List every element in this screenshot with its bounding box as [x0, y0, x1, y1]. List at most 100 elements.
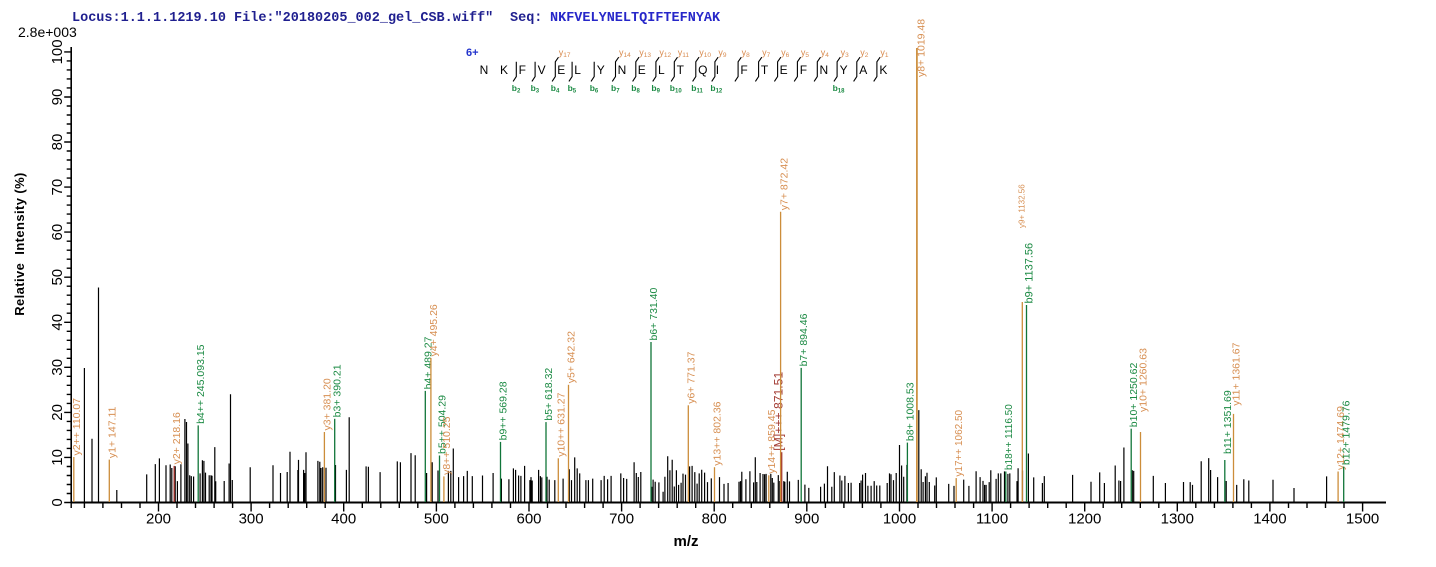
- svg-text:Q: Q: [698, 63, 707, 77]
- svg-text:60: 60: [49, 224, 66, 241]
- svg-text:y7+ 872.42: y7+ 872.42: [779, 158, 791, 210]
- svg-text:y14: y14: [619, 48, 631, 60]
- svg-text:b3+ 390.21: b3+ 390.21: [332, 364, 344, 417]
- svg-text:10: 10: [49, 449, 66, 466]
- svg-text:L: L: [574, 63, 581, 77]
- svg-text:y3: y3: [841, 48, 850, 60]
- svg-text:y1: y1: [880, 48, 889, 60]
- svg-text:800: 800: [702, 511, 727, 528]
- svg-text:1400: 1400: [1253, 511, 1286, 528]
- svg-text:b6: b6: [590, 83, 599, 95]
- svg-text:Relative Intensity (%): Relative Intensity (%): [12, 172, 27, 316]
- svg-text:2.8e+003: 2.8e+003: [18, 24, 77, 40]
- svg-text:y8++ 510.25: y8++ 510.25: [441, 416, 453, 475]
- svg-text:b9++ 569.28: b9++ 569.28: [498, 381, 510, 440]
- svg-text:b4: b4: [551, 83, 560, 95]
- svg-text:b5: b5: [568, 83, 577, 95]
- svg-text:N: N: [618, 63, 627, 77]
- svg-text:b7: b7: [611, 83, 620, 95]
- svg-text:b12: b12: [710, 83, 723, 95]
- svg-text:Y: Y: [597, 63, 605, 77]
- svg-text:F: F: [740, 63, 747, 77]
- svg-text:90: 90: [49, 89, 66, 106]
- svg-text:b18: b18: [833, 83, 846, 95]
- svg-text:y1+ 147.11: y1+ 147.11: [106, 406, 118, 458]
- svg-text:20: 20: [49, 404, 66, 421]
- svg-text:y8: y8: [742, 48, 751, 60]
- svg-text:40: 40: [49, 314, 66, 331]
- svg-text:700: 700: [609, 511, 634, 528]
- svg-text:y11+ 1361.67: y11+ 1361.67: [1231, 342, 1243, 405]
- svg-text:b2: b2: [512, 83, 521, 95]
- svg-text:y12: y12: [659, 48, 671, 60]
- svg-text:y4: y4: [821, 48, 830, 60]
- svg-text:b9: b9: [651, 83, 660, 95]
- svg-text:y10+ 1260.63: y10+ 1260.63: [1138, 348, 1150, 412]
- svg-text:A: A: [859, 63, 867, 77]
- svg-text:Y: Y: [840, 63, 848, 77]
- svg-text:y14++ 859.45: y14++ 859.45: [766, 409, 778, 473]
- svg-text:900: 900: [794, 511, 819, 528]
- svg-text:1300: 1300: [1161, 511, 1194, 528]
- svg-text:0: 0: [49, 498, 66, 506]
- svg-text:N: N: [480, 63, 489, 77]
- svg-text:y9+ 1132.56: y9+ 1132.56: [1017, 184, 1026, 228]
- svg-text:E: E: [557, 63, 565, 77]
- svg-text:100: 100: [49, 39, 66, 64]
- svg-text:y10++ 631.27: y10++ 631.27: [555, 392, 567, 456]
- svg-text:1100: 1100: [976, 511, 1008, 528]
- svg-text:F: F: [519, 63, 526, 77]
- svg-text:b10: b10: [670, 83, 683, 95]
- svg-text:N: N: [819, 63, 828, 77]
- svg-text:V: V: [538, 63, 546, 77]
- svg-text:500: 500: [424, 511, 449, 528]
- svg-text:y2++ 110.07: y2++ 110.07: [71, 398, 83, 456]
- svg-text:600: 600: [516, 511, 541, 528]
- svg-text:I: I: [716, 63, 719, 77]
- svg-text:6+: 6+: [466, 47, 479, 59]
- svg-text:y6+ 771.37: y6+ 771.37: [685, 351, 697, 403]
- svg-text:b5+ 618.32: b5+ 618.32: [543, 368, 555, 421]
- svg-text:m/z: m/z: [673, 533, 698, 550]
- svg-text:b11: b11: [691, 83, 703, 95]
- svg-text:b11+ 1351.69: b11+ 1351.69: [1222, 390, 1234, 454]
- svg-text:y7: y7: [762, 48, 771, 60]
- svg-text:[M]+++ 871.51: [M]+++ 871.51: [772, 372, 786, 451]
- svg-text:y2+ 218.16: y2+ 218.16: [171, 412, 183, 464]
- svg-text:y5: y5: [801, 48, 810, 60]
- svg-text:Locus:1.1.1.1219.10 File:"2018: Locus:1.1.1.1219.10 File:"20180205_002_g…: [72, 11, 493, 26]
- svg-text:y6: y6: [781, 48, 790, 60]
- svg-text:F: F: [800, 63, 807, 77]
- svg-text:200: 200: [146, 511, 171, 528]
- svg-text:y13++ 802.36: y13++ 802.36: [712, 401, 724, 465]
- svg-text:b18++ 1116.50: b18++ 1116.50: [1004, 404, 1015, 470]
- svg-text:y9: y9: [718, 48, 727, 60]
- svg-text:b3: b3: [531, 83, 540, 95]
- svg-text:y5+ 642.32: y5+ 642.32: [566, 331, 578, 383]
- svg-text:b9+ 1137.56: b9+ 1137.56: [1024, 243, 1036, 304]
- svg-text:y2: y2: [860, 48, 869, 60]
- svg-text:T: T: [677, 63, 685, 77]
- svg-text:y12+ 1474.69: y12+ 1474.69: [1335, 406, 1347, 470]
- svg-text:b8+ 1008.53: b8+ 1008.53: [904, 382, 916, 441]
- svg-text:b8: b8: [631, 83, 640, 95]
- svg-text:1500: 1500: [1346, 511, 1379, 528]
- svg-text:1200: 1200: [1068, 511, 1101, 528]
- svg-text:1000: 1000: [883, 511, 916, 528]
- svg-text:L: L: [658, 63, 665, 77]
- svg-text:300: 300: [239, 511, 264, 528]
- svg-text:y17++ 1062.50: y17++ 1062.50: [954, 409, 965, 476]
- svg-text:E: E: [638, 63, 646, 77]
- svg-text:b10+ 1250.62: b10+ 1250.62: [1128, 363, 1140, 428]
- svg-text:y8+ 1019.48: y8+ 1019.48: [916, 19, 928, 77]
- svg-text:70: 70: [49, 179, 66, 196]
- svg-text:b12+ 1479.76: b12+ 1479.76: [1341, 400, 1353, 465]
- svg-text:b6+ 731.40: b6+ 731.40: [648, 287, 660, 340]
- svg-text:K: K: [879, 63, 887, 77]
- svg-text:50: 50: [49, 269, 66, 286]
- svg-text:y3+ 381.20: y3+ 381.20: [321, 378, 333, 430]
- svg-text:NKFVELYNELTQIFTEFNYAK: NKFVELYNELTQIFTEFNYAK: [550, 11, 721, 26]
- svg-text:y10: y10: [699, 48, 711, 60]
- svg-text:y17: y17: [559, 48, 571, 60]
- svg-text:b5++ 504.29: b5++ 504.29: [437, 395, 449, 454]
